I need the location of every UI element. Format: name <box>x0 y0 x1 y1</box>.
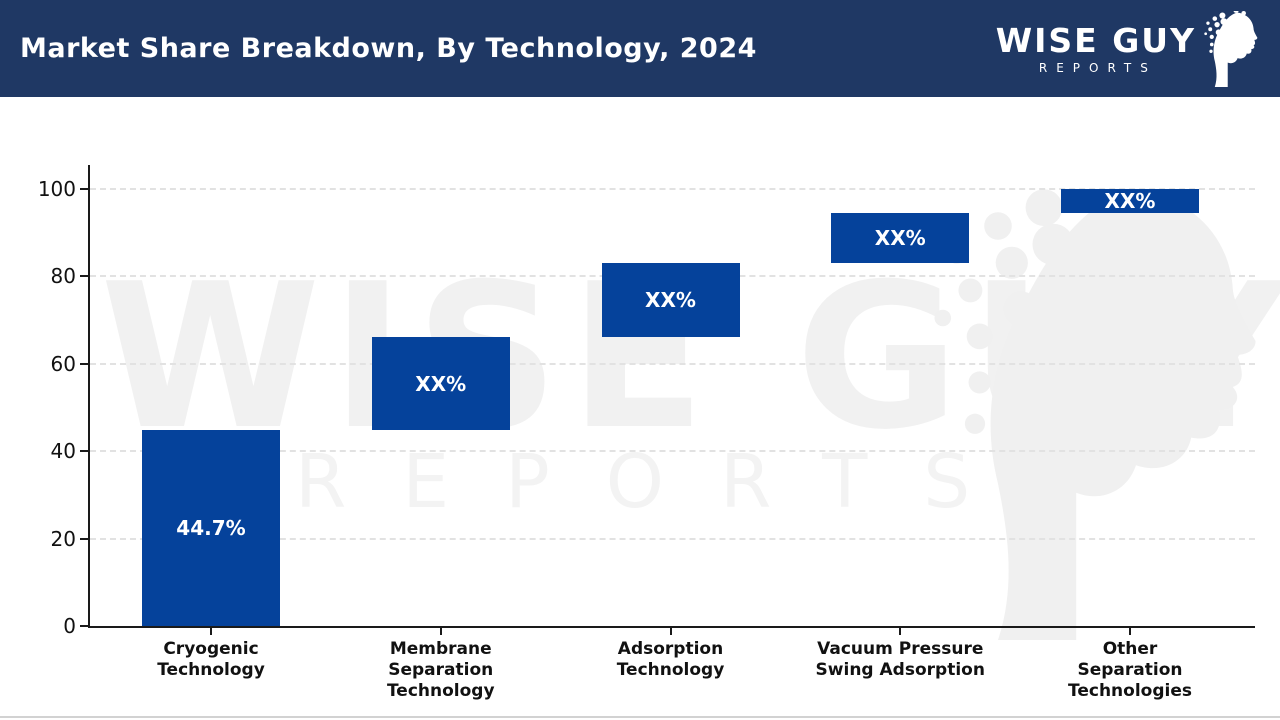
y-tick-20 <box>80 537 88 540</box>
y-tick-label-100: 100 <box>37 176 76 201</box>
x-category-label-vacuum-pressure-swing-adsorption: Vacuum Pressure Swing Adsorption <box>815 639 985 680</box>
wiseguy-face-logo-icon <box>1204 10 1258 87</box>
bar-membrane-separation-technology: XX% <box>371 337 510 431</box>
bar-cryogenic-technology: 44.7% <box>142 430 280 626</box>
y-tick-80 <box>80 275 88 277</box>
y-tick-0 <box>80 625 88 627</box>
bar-vacuum-pressure-swing-adsorption: XX% <box>831 212 970 263</box>
x-category-label-other-separation-technologies: Other Separation Technologies <box>1068 639 1192 701</box>
x-category-label-adsorption-technology: Adsorption Technology <box>616 639 725 680</box>
bar-value-label: XX% <box>1104 188 1156 213</box>
x-category-label-membrane-separation-technology: Membrane Separation Technology <box>386 639 495 701</box>
gridline-60 <box>90 362 1255 365</box>
header-bar: Market Share Breakdown, By Technology, 2… <box>0 0 1280 97</box>
gridline-20 <box>90 537 1255 540</box>
x-axis-line <box>88 626 1255 628</box>
y-tick-label-0: 0 <box>63 614 76 638</box>
bar-value-label: XX% <box>645 288 696 313</box>
y-tick-label-80: 80 <box>50 264 76 288</box>
x-tick-other-separation-technologies <box>1129 628 1131 635</box>
dot-head-graphic <box>1204 10 1258 87</box>
bar-other-separation-technologies: XX% <box>1061 188 1199 213</box>
logo-wordmark: WISE GUY <box>995 20 1196 60</box>
x-tick-vacuum-pressure-swing-adsorption <box>899 628 902 635</box>
bar-value-label: 44.7% <box>176 516 246 541</box>
page-title: Market Share Breakdown, By Technology, 2… <box>20 33 757 64</box>
watermark-subtitle: REPORTS <box>295 439 1027 525</box>
wiseguy-logo-text: WISE GUY REPORTS <box>996 24 1196 74</box>
y-tick-100 <box>80 187 88 190</box>
y-tick-label-40: 40 <box>50 439 76 463</box>
logo-subtitle: REPORTS <box>1038 60 1157 75</box>
x-category-label-cryogenic-technology: Cryogenic Technology <box>157 639 265 680</box>
wiseguy-logo: WISE GUY REPORTS <box>996 10 1262 87</box>
x-tick-cryogenic-technology <box>210 628 212 635</box>
x-tick-adsorption-technology <box>669 628 672 635</box>
x-tick-membrane-separation-technology <box>439 628 442 635</box>
y-tick-60 <box>80 362 88 365</box>
y-axis-line <box>88 165 90 628</box>
bottom-border <box>0 716 1280 718</box>
gridline-100 <box>90 187 1255 190</box>
y-tick-label-60: 60 <box>50 351 76 376</box>
y-tick-label-20: 20 <box>50 526 76 551</box>
bar-value-label: XX% <box>874 225 926 250</box>
bar-value-label: XX% <box>415 371 467 396</box>
y-tick-40 <box>80 450 88 452</box>
bar-adsorption-technology: XX% <box>601 262 740 338</box>
gridline-40 <box>90 450 1255 452</box>
